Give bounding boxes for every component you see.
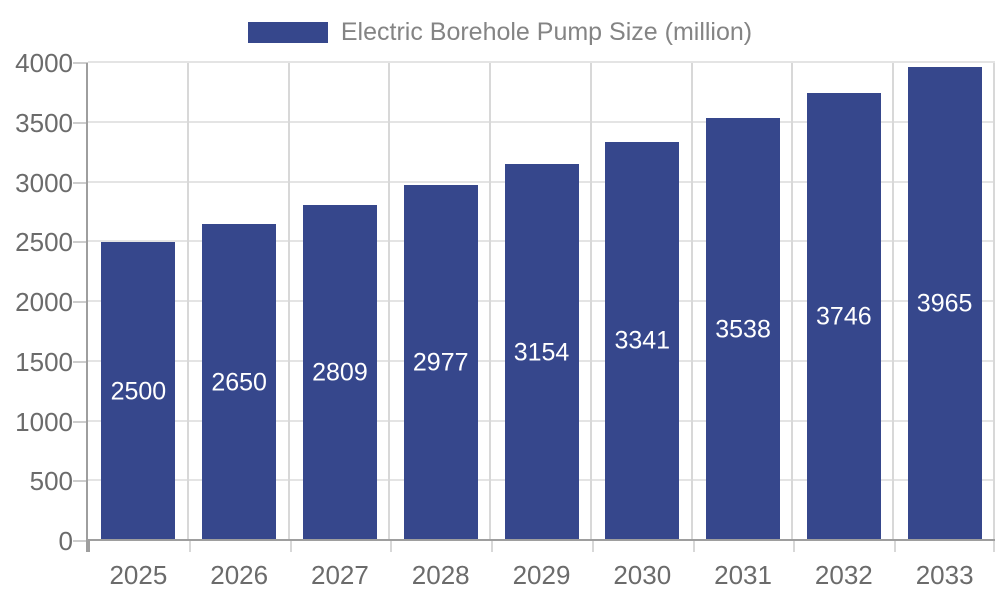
y-axis-tick-label: 4000 [15,48,73,78]
y-axis-tick-label: 3500 [15,107,73,138]
gridline-vertical [186,63,189,541]
bar-value-label: 3341 [614,326,671,355]
y-axis-tick [73,301,88,303]
x-axis-tick-label: 2029 [512,560,571,590]
x-axis-tick-label: 2025 [109,560,168,590]
x-axis-tick [289,541,292,552]
bar-value-label: 3965 [916,289,973,318]
gridline-vertical [892,63,895,541]
bar-2031[interactable] [706,118,781,541]
gridline-vertical [489,63,492,541]
bar-2025[interactable] [101,242,176,541]
x-axis-tick-label: 2026 [210,560,269,590]
bar-value-label: 2977 [412,348,469,377]
y-axis-tick-label: 2000 [15,287,73,317]
y-axis-tick [73,360,88,363]
bar-2033[interactable] [907,67,982,541]
x-axis-tick [591,541,594,552]
gridline-vertical [791,63,794,541]
gridline-horizontal [88,120,995,123]
bar-2032[interactable] [806,93,881,541]
legend[interactable]: Electric Borehole Pump Size (million) [0,13,1000,51]
y-axis-tick-label: 0 [58,526,73,556]
bar-2027[interactable] [302,205,377,541]
y-axis-tick-label: 1500 [15,346,73,377]
x-axis-tick [88,541,90,552]
plot-right-border [993,63,995,541]
bar-value-label: 2809 [312,358,368,387]
bar-value-label: 3746 [816,302,872,331]
x-axis-tick-label: 2033 [915,560,974,590]
x-axis-tick [894,541,897,552]
legend-swatch-icon [247,21,328,43]
x-axis-tick-label: 2028 [411,560,470,590]
y-axis-tick [73,540,88,542]
x-axis-tick [993,541,995,552]
y-axis-tick-label: 3000 [15,167,73,198]
y-axis-tick-label: 500 [29,466,73,497]
bar-2030[interactable] [605,141,680,541]
y-axis-tick-label: 2500 [15,227,73,258]
bar-2026[interactable] [202,224,277,541]
y-axis-tick [73,181,88,184]
bar-value-label: 3538 [715,315,771,344]
legend-label: Electric Borehole Pump Size (million) [340,17,753,46]
bar-value-label: 2500 [110,377,167,406]
bar-2028[interactable] [403,185,478,541]
bar-2029[interactable] [504,164,579,541]
x-axis-tick-label: 2032 [814,560,873,590]
bar-value-label: 2650 [211,368,267,397]
bar-value-label: 3154 [513,338,570,367]
gridline-vertical [287,63,290,541]
x-axis-line [88,539,995,541]
gridline-vertical [589,63,592,541]
plot-area: 2500 2650 2809 2977 3154 3341 3538 3746 3965 [88,61,995,541]
x-axis-tick [188,541,191,552]
y-axis-tick-label: 1000 [15,406,73,437]
x-axis-tick [390,541,393,552]
x-axis-tick [793,541,796,552]
x-axis-tick [491,541,494,552]
x-axis-tick-label: 2030 [613,560,672,590]
x-axis-tick [692,541,695,552]
y-axis-tick [73,62,88,64]
x-axis-tick-label: 2031 [714,560,772,590]
y-axis-tick [73,121,88,124]
gridline-vertical [388,63,391,541]
gridline-horizontal [88,61,995,63]
y-axis-tick [73,241,88,244]
gridline-vertical [690,63,693,541]
y-axis-tick [73,420,88,423]
x-axis-tick-label: 2027 [311,560,369,590]
y-axis-line [86,63,88,552]
y-axis-tick [73,480,88,483]
